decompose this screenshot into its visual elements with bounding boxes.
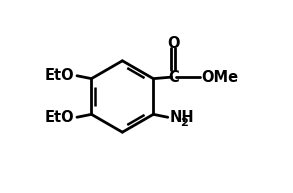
Text: 2: 2 [180, 118, 188, 128]
Text: C: C [168, 70, 179, 85]
Text: EtO: EtO [45, 110, 74, 125]
Text: NH: NH [170, 110, 194, 125]
Text: O: O [167, 36, 179, 51]
Text: OMe: OMe [202, 70, 239, 85]
Text: EtO: EtO [45, 68, 74, 83]
